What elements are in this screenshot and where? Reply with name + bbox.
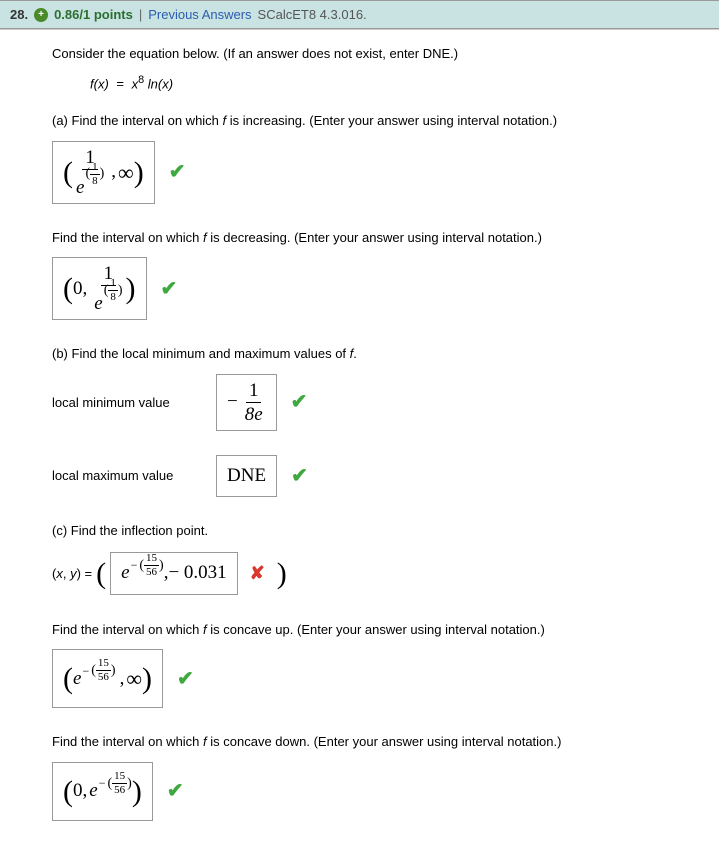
check-icon: ✔ xyxy=(291,387,308,417)
part-a-increasing-answer-row: ( 1 e ( 1 8 ) xyxy=(52,141,709,204)
part-concave-down-answer[interactable]: ( 0, e − ( 15 56 ) ) xyxy=(52,762,153,821)
check-icon: ✔ xyxy=(161,274,178,304)
separator: | xyxy=(139,7,142,22)
part-a-decreasing-label: Find the interval on which f is decreasi… xyxy=(52,228,709,248)
question-body: Consider the equation below. (If an answ… xyxy=(0,29,719,845)
part-b-label: (b) Find the local minimum and maximum v… xyxy=(52,344,709,364)
part-concave-down-label: Find the interval on which f is concave … xyxy=(52,732,709,752)
question-header: 28. + 0.86/1 points | Previous Answers S… xyxy=(0,0,719,29)
function-equation: f(x) = x8 ln(x) xyxy=(90,72,709,94)
source-text: SCalcET8 4.3.016. xyxy=(258,7,367,22)
part-b-min-answer[interactable]: − 1 8e xyxy=(216,374,277,431)
previous-answers-link[interactable]: Previous Answers xyxy=(148,7,251,22)
part-a-increasing-answer[interactable]: ( 1 e ( 1 8 ) xyxy=(52,141,155,204)
cross-icon: ✘ xyxy=(250,560,265,587)
part-b-max-answer[interactable]: DNE xyxy=(216,455,277,498)
check-icon: ✔ xyxy=(169,157,186,187)
part-c-label: (c) Find the inflection point. xyxy=(52,521,709,541)
part-concave-down-row: ( 0, e − ( 15 56 ) ) ✔ xyxy=(52,762,709,821)
part-a-decreasing-answer[interactable]: ( 0, 1 e ( 1 8 ) xyxy=(52,257,147,320)
local-max-label: local maximum value xyxy=(52,466,202,486)
part-c-row: (x, y) = ( e − ( 15 56 ) , − 0.031 ✘ ) xyxy=(52,551,709,596)
part-b-min-row: local minimum value − 1 8e ✔ xyxy=(52,374,709,431)
part-c-answer[interactable]: e − ( 15 56 ) , − 0.031 xyxy=(110,552,238,595)
prompt-text: Consider the equation below. (If an answ… xyxy=(52,44,709,64)
part-concave-up-row: ( e − ( 15 56 ) , ∞ ) ✔ xyxy=(52,649,709,708)
question-number: 28. xyxy=(10,7,28,22)
part-concave-up-label: Find the interval on which f is concave … xyxy=(52,620,709,640)
part-concave-up-answer[interactable]: ( e − ( 15 56 ) , ∞ ) xyxy=(52,649,163,708)
check-icon: ✔ xyxy=(291,461,308,491)
expand-icon[interactable]: + xyxy=(34,8,48,22)
points-text: 0.86/1 points xyxy=(54,7,133,22)
part-a-decreasing-answer-row: ( 0, 1 e ( 1 8 ) xyxy=(52,257,709,320)
part-a-increasing-label: (a) Find the interval on which f is incr… xyxy=(52,111,709,131)
check-icon: ✔ xyxy=(177,664,194,694)
part-b-max-row: local maximum value DNE ✔ xyxy=(52,455,709,498)
local-min-label: local minimum value xyxy=(52,393,202,413)
check-icon: ✔ xyxy=(167,776,184,806)
